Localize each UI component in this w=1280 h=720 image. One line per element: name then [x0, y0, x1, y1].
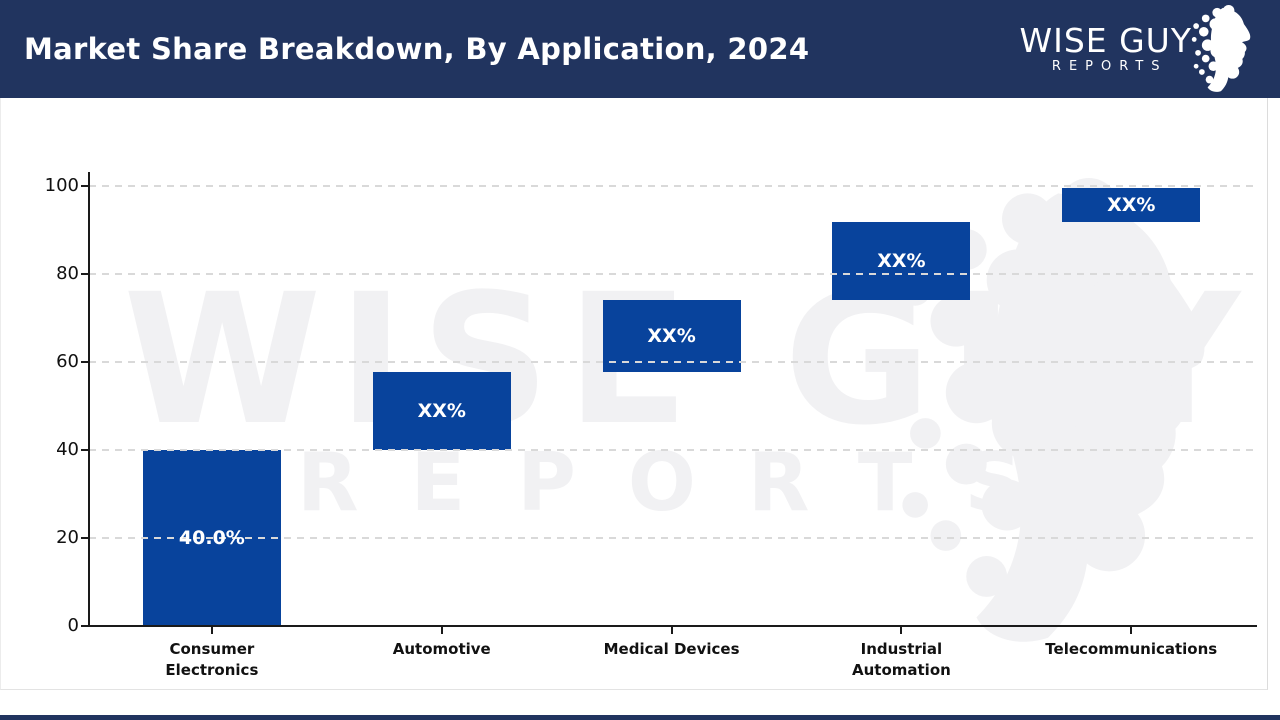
chart-area: WISE GUY REPORTS 02040608010040.0%XX%XX%… — [0, 98, 1268, 690]
gridline-y-20 — [89, 537, 1257, 539]
y-tick-label-80: 80 — [56, 263, 79, 284]
footer-bar — [0, 715, 1280, 720]
logo-reports-text: REPORTS — [1051, 59, 1168, 75]
x-tick-automotive — [440, 627, 443, 634]
y-tick-label-40: 40 — [56, 439, 79, 460]
wise-guy-logo: WISE GUY REPORTS — [1019, 5, 1256, 93]
gridline-y-80 — [89, 273, 1257, 275]
y-tick-80 — [81, 273, 89, 275]
y-tick-40 — [81, 449, 89, 451]
x-tick-label-consumer-electronics: Consumer Electronics — [165, 640, 259, 679]
x-axis-line — [88, 625, 1257, 627]
bar-label-telecommunications: XX% — [1107, 194, 1156, 217]
x-tick-label-medical-devices: Medical Devices — [603, 640, 740, 658]
y-tick-label-20: 20 — [56, 527, 79, 548]
y-tick-label-100: 100 — [44, 175, 79, 196]
watermark-reports: REPORTS — [297, 436, 1075, 529]
bar-automotive — [372, 372, 511, 450]
bar-industrial-automation — [832, 222, 971, 301]
y-tick-0 — [81, 625, 89, 627]
x-tick-label-telecommunications: Telecommunications — [1045, 640, 1218, 658]
bar-label-medical-devices: XX% — [647, 325, 696, 348]
gridline-y-40 — [89, 449, 1257, 451]
header-bar: Market Share Breakdown, By Application, … — [0, 0, 1280, 98]
logo-face-icon — [1191, 5, 1251, 92]
x-tick-medical-devices — [670, 627, 673, 634]
bar-label-industrial-automation: XX% — [877, 250, 926, 273]
plot-area: 0 20 40 60 80 100 40.0% XX% XX% XX% XX% Consumer Ele… — [1, 98, 1267, 689]
page-title: Market Share Breakdown, By Application, … — [24, 32, 810, 66]
x-tick-label-industrial-automation: Industrial Automation — [852, 640, 951, 679]
bar-telecommunications — [1062, 188, 1201, 223]
y-axis-line — [88, 172, 90, 627]
x-tick-industrial-automation — [900, 627, 903, 634]
gridline-y-60 — [89, 361, 1257, 363]
bar-medical-devices — [602, 300, 741, 373]
y-tick-label-0: 0 — [67, 615, 79, 636]
y-tick-20 — [81, 537, 89, 539]
logo-wordmark: WISE GUY — [1019, 20, 1192, 60]
y-tick-60 — [81, 361, 89, 363]
x-tick-telecommunications — [1130, 627, 1133, 634]
y-tick-label-60: 60 — [56, 351, 79, 372]
x-tick-consumer-electronics — [210, 627, 213, 634]
logo-text: WISE GUY REPORTS — [1019, 20, 1192, 75]
y-tick-100 — [81, 185, 89, 187]
bar-label-consumer-electronics: 40.0% — [178, 527, 245, 549]
bar-label-automotive: XX% — [417, 400, 466, 423]
gridline-y-100 — [89, 185, 1257, 187]
x-tick-label-automotive: Automotive — [392, 640, 491, 658]
